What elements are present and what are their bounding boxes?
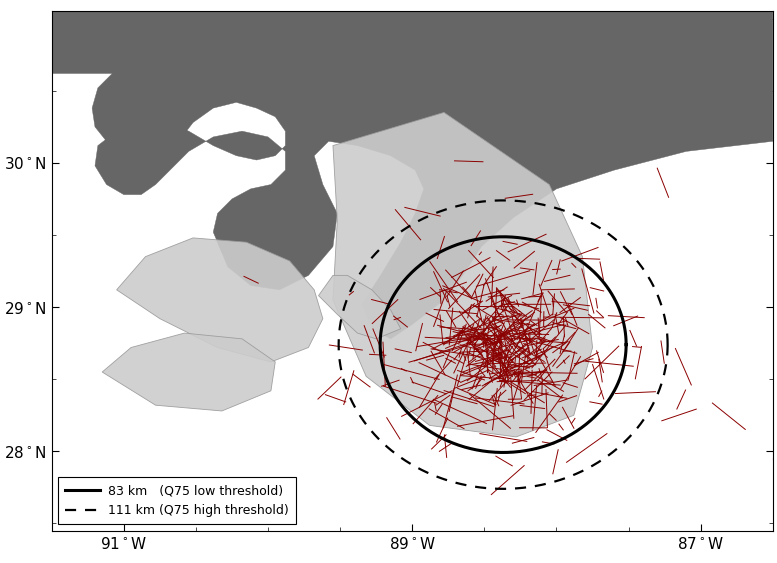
Polygon shape — [52, 11, 773, 339]
Polygon shape — [333, 113, 593, 437]
Polygon shape — [103, 333, 275, 411]
Polygon shape — [117, 238, 323, 362]
Legend: 83 km   (Q75 low threshold), 111 km (Q75 high threshold): 83 km (Q75 low threshold), 111 km (Q75 h… — [58, 477, 296, 524]
Polygon shape — [319, 275, 401, 339]
